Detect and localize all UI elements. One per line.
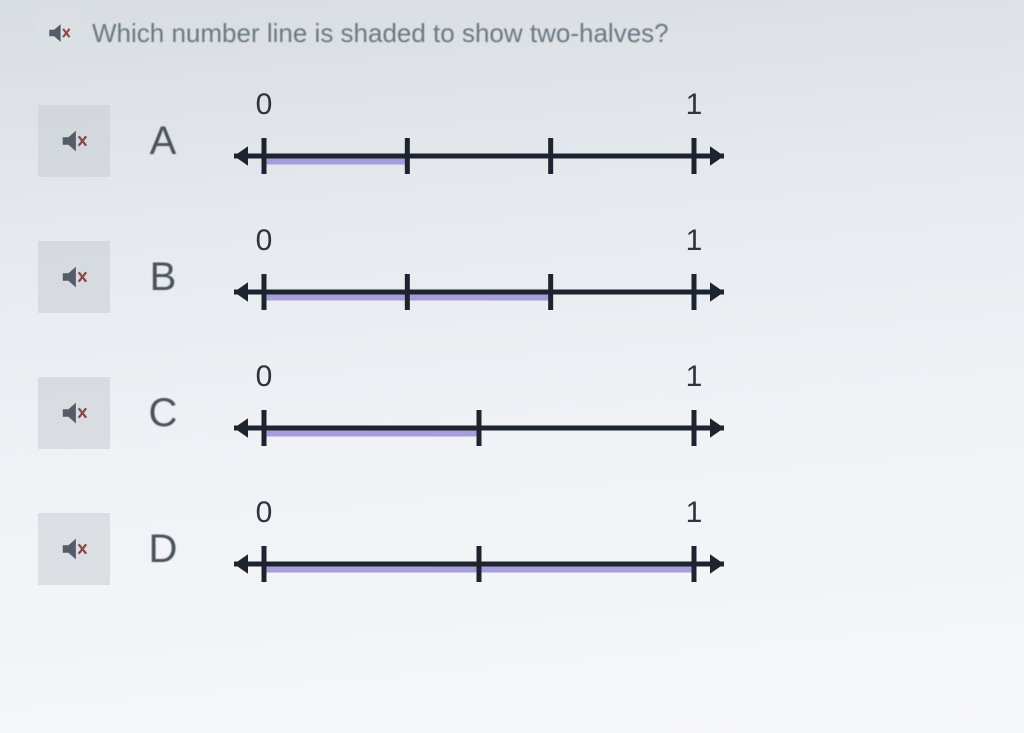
- page-root: Which number line is shaded to show two-…: [0, 0, 1024, 733]
- option-letter: C: [138, 391, 188, 436]
- option-audio-button[interactable]: [38, 105, 110, 177]
- speaker-mute-icon: [59, 126, 89, 156]
- option-letter: A: [138, 119, 188, 164]
- option-row-c[interactable]: C 0 1: [38, 358, 1004, 468]
- speaker-mute-icon: [59, 398, 89, 428]
- options-container: A 0 1 B 0 1 C 0: [30, 86, 1004, 604]
- option-audio-button[interactable]: [38, 513, 110, 585]
- question-audio-button[interactable]: [36, 10, 82, 56]
- number-line: 0 1: [216, 222, 736, 332]
- number-line-svg: [216, 398, 736, 458]
- option-audio-button[interactable]: [38, 377, 110, 449]
- label-one: 1: [686, 360, 703, 394]
- number-line: 0 1: [216, 358, 736, 468]
- option-row-d[interactable]: D 0 1: [38, 494, 1004, 604]
- number-line: 0 1: [216, 86, 736, 196]
- label-zero: 0: [256, 496, 273, 530]
- option-audio-button[interactable]: [38, 241, 110, 313]
- question-text: Which number line is shaded to show two-…: [92, 18, 669, 49]
- label-one: 1: [686, 496, 703, 530]
- label-one: 1: [686, 88, 703, 122]
- number-line: 0 1: [216, 494, 736, 604]
- question-row: Which number line is shaded to show two-…: [30, 10, 1004, 56]
- number-line-svg: [216, 262, 736, 322]
- speaker-mute-icon: [46, 20, 72, 46]
- label-zero: 0: [256, 224, 273, 258]
- label-zero: 0: [256, 360, 273, 394]
- label-zero: 0: [256, 88, 273, 122]
- option-letter: B: [138, 255, 188, 300]
- speaker-mute-icon: [59, 534, 89, 564]
- option-letter: D: [138, 527, 188, 572]
- number-line-svg: [216, 534, 736, 594]
- label-one: 1: [686, 224, 703, 258]
- option-row-a[interactable]: A 0 1: [38, 86, 1004, 196]
- number-line-svg: [216, 126, 736, 186]
- speaker-mute-icon: [59, 262, 89, 292]
- option-row-b[interactable]: B 0 1: [38, 222, 1004, 332]
